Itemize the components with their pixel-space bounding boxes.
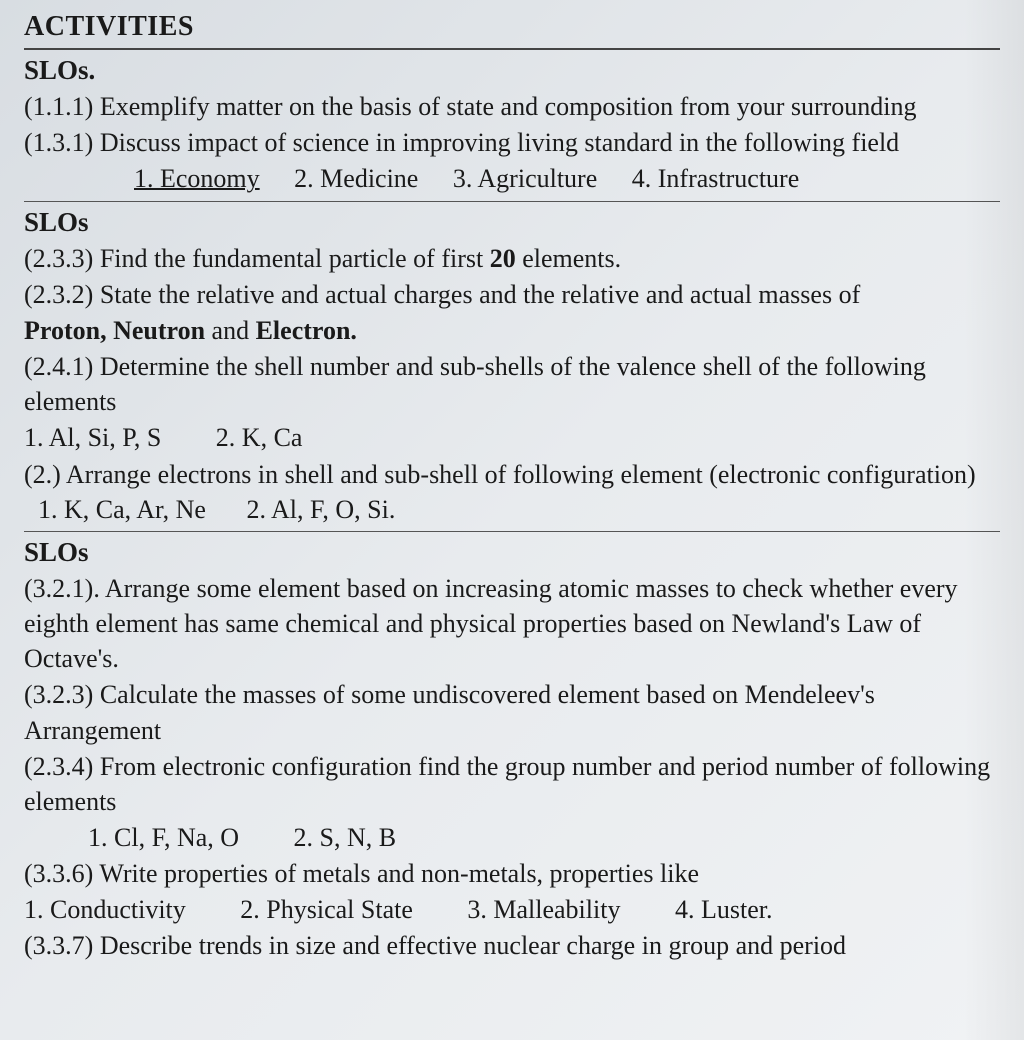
item-number: (2.) [24, 460, 61, 489]
slos-header-2: SLOs [24, 204, 1000, 240]
section-divider-2 [24, 531, 1000, 532]
list-item: 1. Cl, F, Na, O [88, 823, 239, 852]
item-3-3-7: (3.3.7) Describe trends in size and effe… [24, 928, 1000, 963]
list-item: 1. Conductivity [24, 895, 186, 924]
list-item: 4. Luster. [675, 895, 773, 924]
list-item: 2. Physical State [240, 895, 413, 924]
item-2-3-3: (2.3.3) Find the fundamental particle of… [24, 241, 1000, 276]
list-item: 2. K, Ca [216, 423, 303, 452]
item-number: (3.3.6) [24, 859, 93, 888]
item-number: (3.2.3) [24, 680, 93, 709]
field-economy: 1. Economy [134, 164, 260, 193]
item-number: (2.3.2) [24, 280, 93, 309]
item-2-4-1: (2.4.1) Determine the shell number and s… [24, 349, 1000, 419]
item-number: (1.3.1) [24, 128, 93, 157]
item-text: Describe trends in size and effective nu… [100, 931, 846, 960]
slos-header-1: SLOs. [24, 52, 1000, 88]
list-item: 2. Al, F, O, Si. [246, 495, 395, 524]
item-number: (1.1.1) [24, 92, 93, 121]
pne-mid: and [212, 316, 250, 345]
item-text: Arrange some element based on increasing… [24, 574, 958, 673]
pne-bold: Proton, Neutron [24, 316, 205, 345]
item-text: Calculate the masses of some undiscovere… [24, 680, 875, 744]
slos-header-3: SLOs [24, 534, 1000, 570]
list-item: 1. Al, Si, P, S [24, 423, 161, 452]
item-text: Determine the shell number and sub-shell… [24, 352, 926, 416]
item-2-4-1-list: 1. Al, Si, P, S 2. K, Ca [24, 420, 1000, 455]
item-text: Arrange electrons in shell and sub-shell… [66, 460, 976, 489]
item-2-3-2-line2: Proton, Neutron and Electron. [24, 313, 1000, 348]
item-1-1-1: (1.1.1) Exemplify matter on the basis of… [24, 89, 1000, 124]
item-3-2-1: (3.2.1). Arrange some element based on i… [24, 571, 1000, 676]
item-text: From electronic configuration find the g… [24, 752, 990, 816]
section-divider [24, 201, 1000, 202]
item-2-3-2: (2.3.2) State the relative and actual ch… [24, 277, 1000, 312]
item-text: Exemplify matter on the basis of state a… [100, 92, 917, 121]
list-item: 2. S, N, B [294, 823, 397, 852]
document-page: ACTIVITIES SLOs. (1.1.1) Exemplify matte… [24, 8, 1000, 963]
item-text: State the relative and actual charges an… [100, 280, 860, 309]
item-2: (2.) Arrange electrons in shell and sub-… [24, 457, 1000, 527]
field-agriculture: 3. Agriculture [453, 164, 597, 193]
item-number: (2.3.4) [24, 752, 93, 781]
item-2-3-4-list: 1. Cl, F, Na, O 2. S, N, B [24, 820, 1000, 855]
item-number: (3.3.7) [24, 931, 93, 960]
pne-bold2: Electron. [256, 316, 357, 345]
fields-line: 1. Economy 2. Medicine 3. Agriculture 4.… [24, 161, 1000, 196]
activities-title: ACTIVITIES [24, 8, 1000, 50]
item-tail: elements. [522, 244, 621, 273]
item-2-3-4: (2.3.4) From electronic configuration fi… [24, 749, 1000, 819]
field-infrastructure: 4. Infrastructure [632, 164, 799, 193]
item-number: (2.4.1) [24, 352, 93, 381]
item-text: Find the fundamental particle of first [100, 244, 483, 273]
list-item: 3. Malleability [467, 895, 620, 924]
item-number: (3.2.1). [24, 574, 100, 603]
item-3-3-6: (3.3.6) Write properties of metals and n… [24, 856, 1000, 891]
field-medicine: 2. Medicine [294, 164, 418, 193]
item-number: (2.3.3) [24, 244, 93, 273]
item-3-3-6-list: 1. Conductivity 2. Physical State 3. Mal… [24, 892, 1000, 927]
item-1-3-1: (1.3.1) Discuss impact of science in imp… [24, 125, 1000, 160]
item-3-2-3: (3.2.3) Calculate the masses of some und… [24, 677, 1000, 747]
item-text: Discuss impact of science in improving l… [100, 128, 899, 157]
item-bold: 20 [490, 244, 516, 273]
list-item: 1. K, Ca, Ar, Ne [38, 495, 206, 524]
item-text: Write properties of metals and non-metal… [99, 859, 699, 888]
